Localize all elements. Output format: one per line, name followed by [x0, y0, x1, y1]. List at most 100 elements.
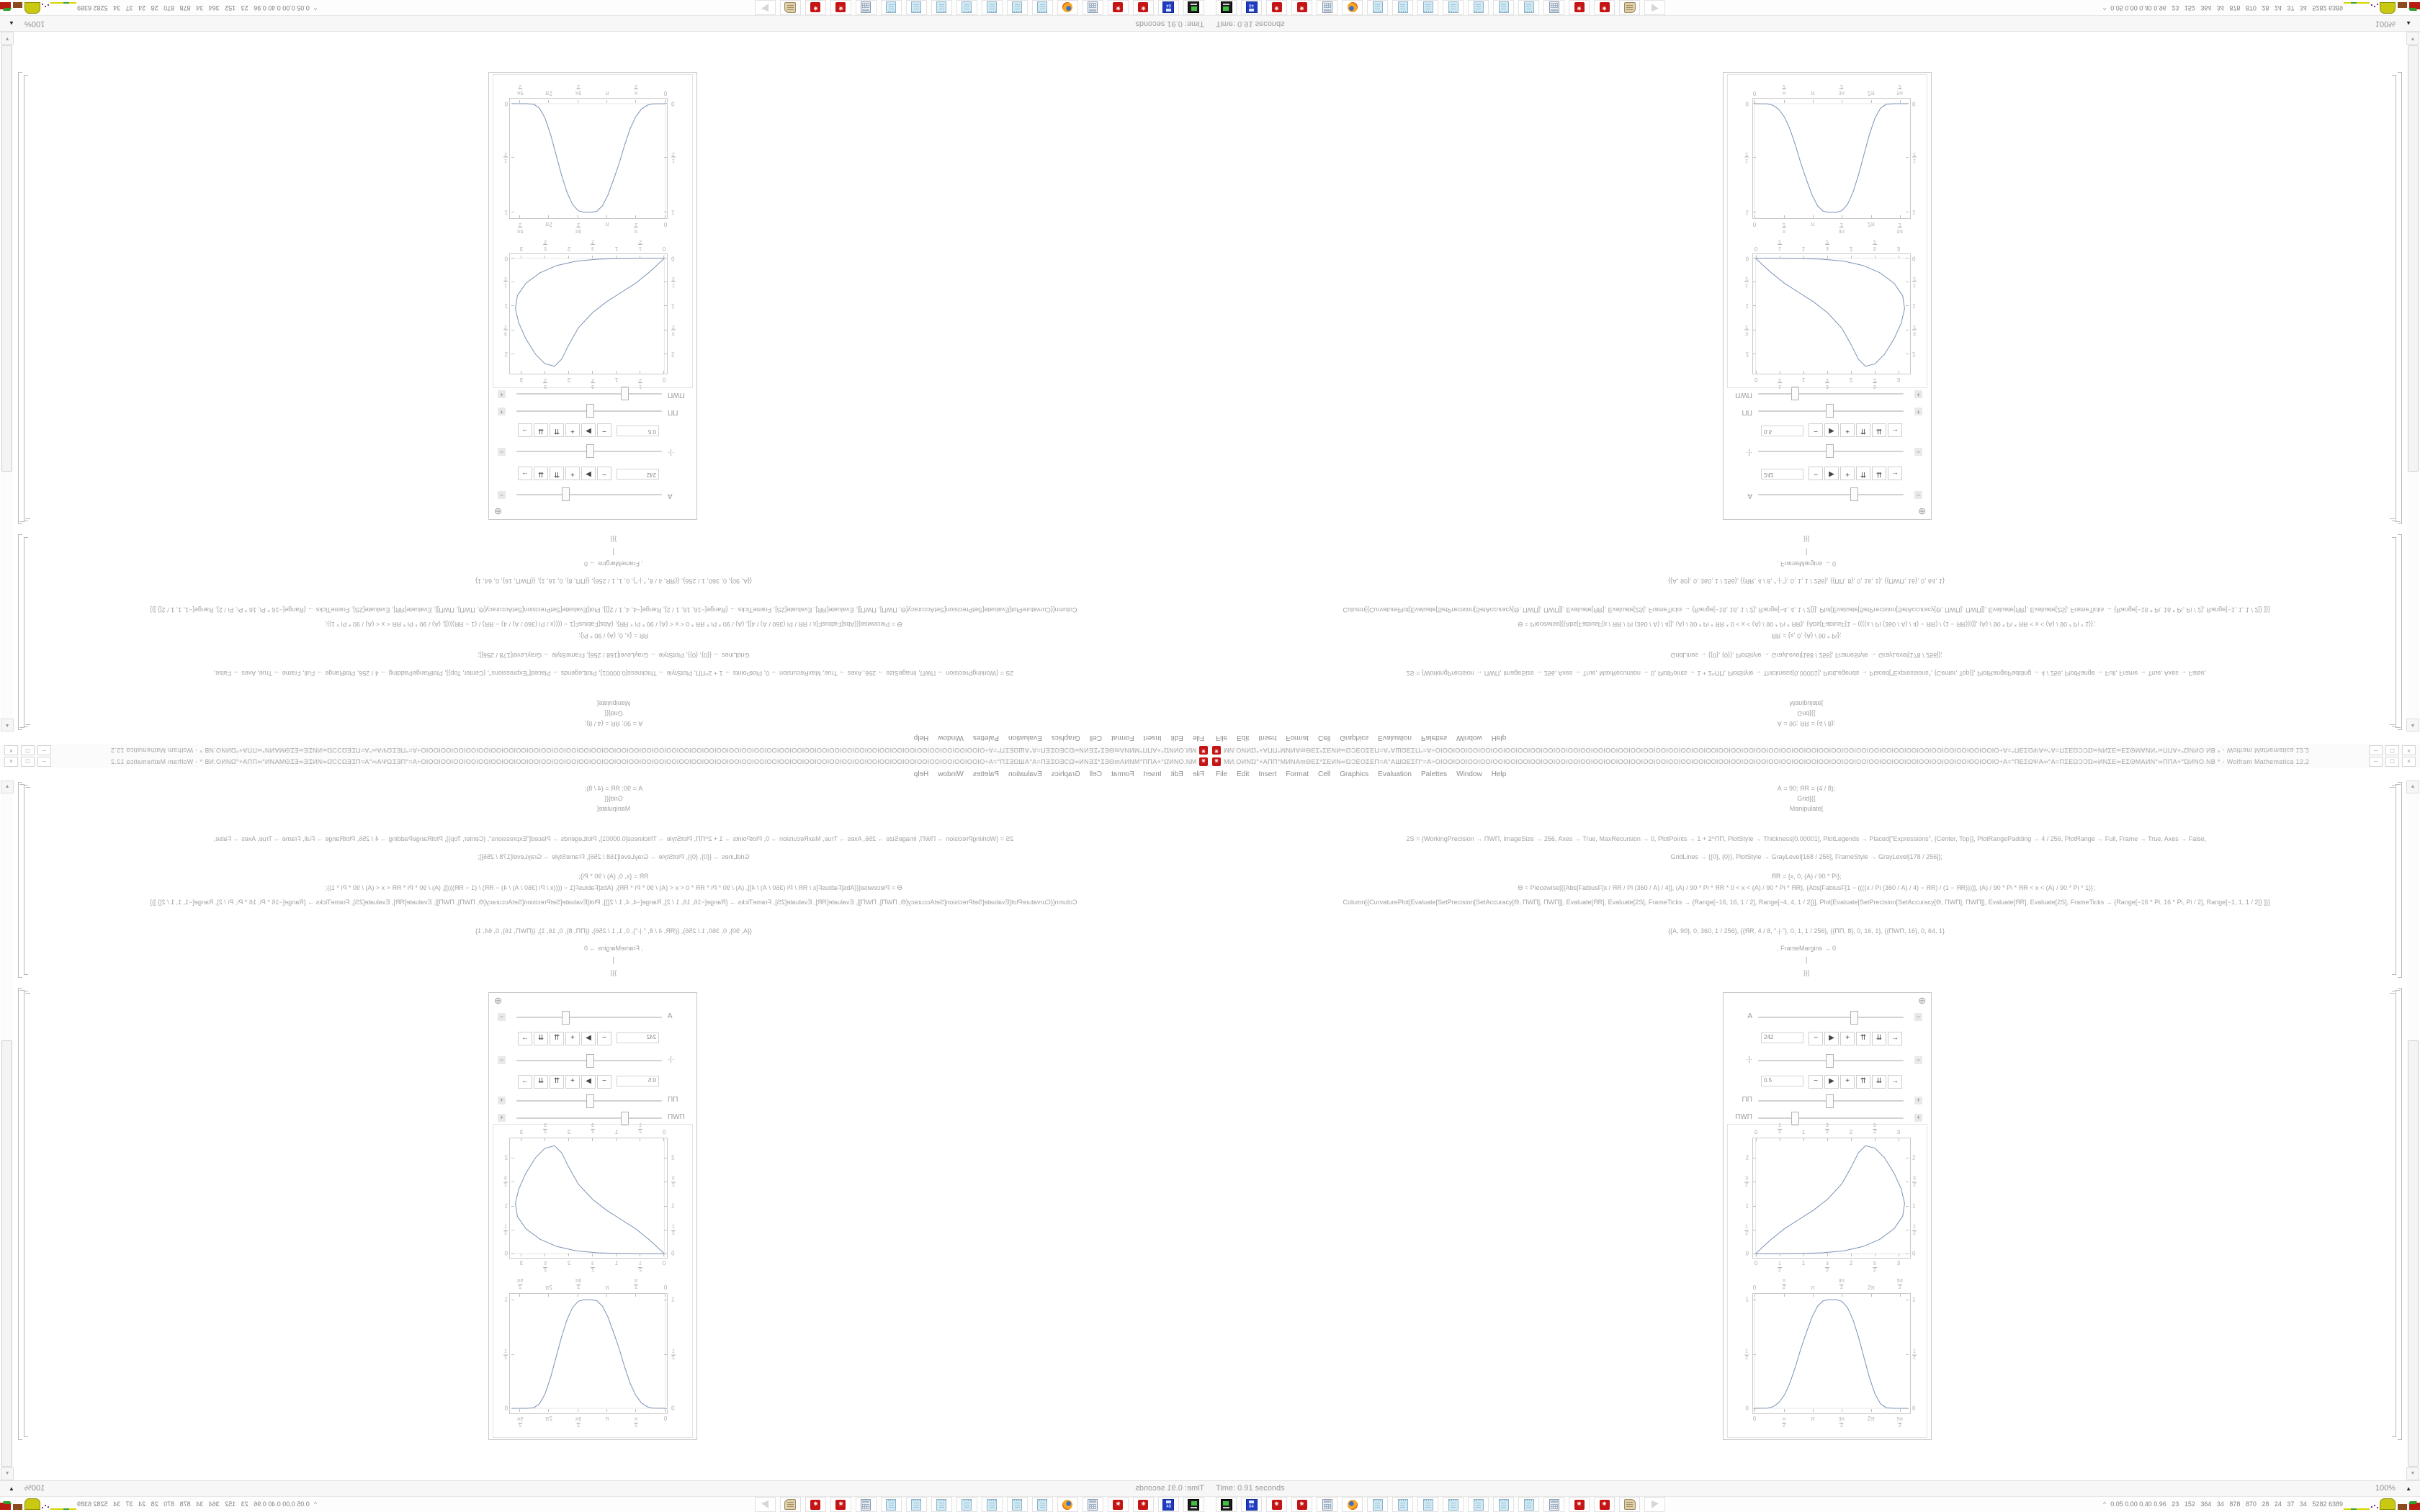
code-line[interactable]: , FrameMargins → 0 [1776, 560, 1837, 567]
taskbar-button-mma[interactable] [805, 1497, 826, 1512]
taskbar-button-notepad[interactable] [1367, 1497, 1388, 1512]
magnification-menu-icon[interactable]: ▲ [9, 20, 14, 27]
animator-faster-button[interactable]: ⇈ [1856, 1075, 1870, 1089]
code-line[interactable]: 2S = {WorkingPrecision → ΠWΠ, ImageSize … [1406, 835, 2207, 842]
window-restore-button[interactable]: □ [2385, 745, 2399, 755]
magnification-value[interactable]: 100% [24, 19, 45, 28]
slider-thumb[interactable] [586, 444, 595, 458]
scroll-down-button[interactable]: ▼ [1, 32, 14, 45]
menu-item-insert[interactable]: Insert [1258, 770, 1277, 778]
animator-faster-button[interactable]: ⇈ [1856, 467, 1870, 480]
taskbar-button-calc[interactable] [1317, 1497, 1337, 1512]
animator-increment-button[interactable]: + [1840, 1075, 1855, 1089]
output-cell-bracket[interactable] [24, 75, 28, 521]
taskbar-button-calc[interactable] [1543, 1497, 1564, 1512]
menu-item-file[interactable]: File [1216, 770, 1228, 778]
animator-increment-button[interactable]: + [1840, 1032, 1855, 1045]
animator-decrement-button[interactable]: − [597, 1032, 611, 1045]
slider-collapse-button[interactable]: + [1914, 1097, 1922, 1104]
output-cell-group-bracket[interactable] [2398, 988, 2402, 1440]
animator-decrement-button[interactable]: − [1809, 1075, 1823, 1089]
animator-play-button[interactable]: ▶ [1824, 423, 1839, 437]
menu-item-evaluation[interactable]: Evaluation [1008, 770, 1042, 778]
code-line[interactable]: ] [1805, 549, 1808, 556]
window-minimize-button[interactable]: – [2369, 757, 2383, 767]
menu-item-help[interactable]: Help [913, 770, 929, 778]
animator-slower-button[interactable]: ⇊ [534, 423, 548, 437]
menu-item-format[interactable]: Format [1111, 770, 1134, 778]
animator-play-button[interactable]: ▶ [1824, 1032, 1839, 1045]
animator-play-button[interactable]: ▶ [1824, 467, 1839, 480]
taskbar-button-quill[interactable] [755, 0, 776, 15]
window-restore-button[interactable]: □ [2385, 757, 2399, 767]
slider-collapse-button[interactable]: − [1914, 448, 1922, 456]
animator-slower-button[interactable]: ⇊ [534, 467, 548, 480]
taskbar-button-notepad[interactable] [1032, 1497, 1053, 1512]
taskbar-button-notepad[interactable] [1493, 0, 1514, 15]
code-line[interactable]: А = 90; ЯR = (4 / 8); [584, 785, 643, 792]
menu-item-format[interactable]: Format [1286, 734, 1309, 742]
input-cell-bracket[interactable] [24, 785, 28, 975]
window-minimize-button[interactable]: – [37, 745, 51, 755]
taskbar-button-notepad[interactable] [1392, 0, 1413, 15]
slider-track[interactable] [1758, 404, 1904, 418]
manipulate-paste-snapshot-icon[interactable]: ⊕ [1918, 506, 1926, 517]
code-line[interactable]: GridLines → {{0}, {0}}, PlotStyle → Gray… [1670, 652, 1942, 659]
animator-slower-button[interactable]: ⇊ [1872, 467, 1886, 480]
code-line[interactable]: ] [612, 549, 615, 556]
slider-track[interactable] [516, 1011, 662, 1025]
slider-thumb[interactable] [1791, 1112, 1799, 1125]
slider-collapse-button[interactable]: − [498, 1013, 506, 1021]
taskbar-button-mma[interactable] [830, 0, 851, 15]
input-cell-group-bracket[interactable] [18, 534, 22, 730]
menu-item-edit[interactable]: Edit [1237, 734, 1250, 742]
taskbar-button-mma[interactable] [1133, 1497, 1154, 1512]
taskbar-button-mma[interactable] [1133, 0, 1154, 15]
manipulate-paste-snapshot-icon[interactable]: ⊕ [494, 506, 502, 517]
taskbar-button-quill[interactable] [755, 1497, 776, 1512]
scroll-up-button[interactable]: ▲ [2406, 719, 2419, 732]
taskbar-button-notepad[interactable] [982, 0, 1003, 15]
input-cell-group-bracket[interactable] [18, 782, 22, 978]
taskbar-button-notepad[interactable] [1493, 1497, 1514, 1512]
animator-play-button[interactable]: ▶ [1824, 1075, 1839, 1089]
code-line[interactable]: {{А, 90}, 0, 360, 1 / 256}, {{ЯR, 4 / 8,… [1668, 927, 1945, 935]
slider-collapse-button[interactable]: − [1914, 491, 1922, 499]
magnification-value[interactable]: 100% [2375, 1484, 2396, 1493]
taskbar-button-notepad[interactable] [906, 0, 927, 15]
tray-chevron-icon[interactable]: ^ [2103, 1500, 2107, 1508]
slider-track[interactable] [516, 444, 662, 458]
taskbar-button-notepad[interactable] [1007, 0, 1028, 15]
taskbar-button-mma[interactable] [830, 1497, 851, 1512]
menu-item-help[interactable]: Help [1491, 734, 1507, 742]
taskbar-button-drive[interactable] [1183, 0, 1204, 15]
animator-direction-button[interactable]: → [1888, 467, 1902, 480]
scroll-up-button[interactable]: ▲ [1, 780, 14, 793]
taskbar-button-calc[interactable] [856, 0, 877, 15]
code-line[interactable]: , FrameMargins → 0 [1776, 945, 1837, 952]
slider-thumb[interactable] [1850, 487, 1859, 501]
scroll-up-button[interactable]: ▲ [2406, 780, 2419, 793]
manipulate-paste-snapshot-icon[interactable]: ⊕ [494, 995, 502, 1006]
code-line[interactable]: 2S = {WorkingPrecision → ΠWΠ, ImageSize … [213, 835, 1014, 842]
code-line[interactable]: {{А, 90}, 0, 360, 1 / 256}, {{ЯR, 4 / 8,… [475, 927, 752, 935]
menu-item-graphics[interactable]: Graphics [1340, 734, 1369, 742]
animator-increment-button[interactable]: + [565, 423, 580, 437]
vertical-scrollbar[interactable]: ▲ ▼ [2406, 32, 2419, 732]
taskbar-button-firefox[interactable] [1057, 1497, 1078, 1512]
menu-item-help[interactable]: Help [1491, 770, 1507, 778]
animator-direction-button[interactable]: → [1888, 1075, 1902, 1089]
taskbar-button-floppy[interactable]: 64 [1158, 0, 1179, 15]
menu-item-edit[interactable]: Edit [1237, 770, 1250, 778]
animator-faster-button[interactable]: ⇈ [550, 1075, 564, 1089]
slider-collapse-button[interactable]: − [1914, 1013, 1922, 1021]
taskbar-button-calc[interactable] [1083, 1497, 1103, 1512]
slider-collapse-button[interactable]: − [498, 1056, 506, 1064]
taskbar-button-notepad[interactable] [906, 1497, 927, 1512]
taskbar-button-notepad[interactable] [1443, 1497, 1464, 1512]
code-line[interactable]: Ѳ = Piecewise[{{Abs[FabiusF[x / ЯR / Pi … [1518, 884, 2095, 891]
code-line[interactable]: }}] [1803, 536, 1810, 543]
animator-faster-button[interactable]: ⇈ [550, 1032, 564, 1045]
animator-direction-button[interactable]: → [518, 467, 532, 480]
code-line[interactable]: А = 90; ЯR = (4 / 8); [584, 720, 643, 727]
